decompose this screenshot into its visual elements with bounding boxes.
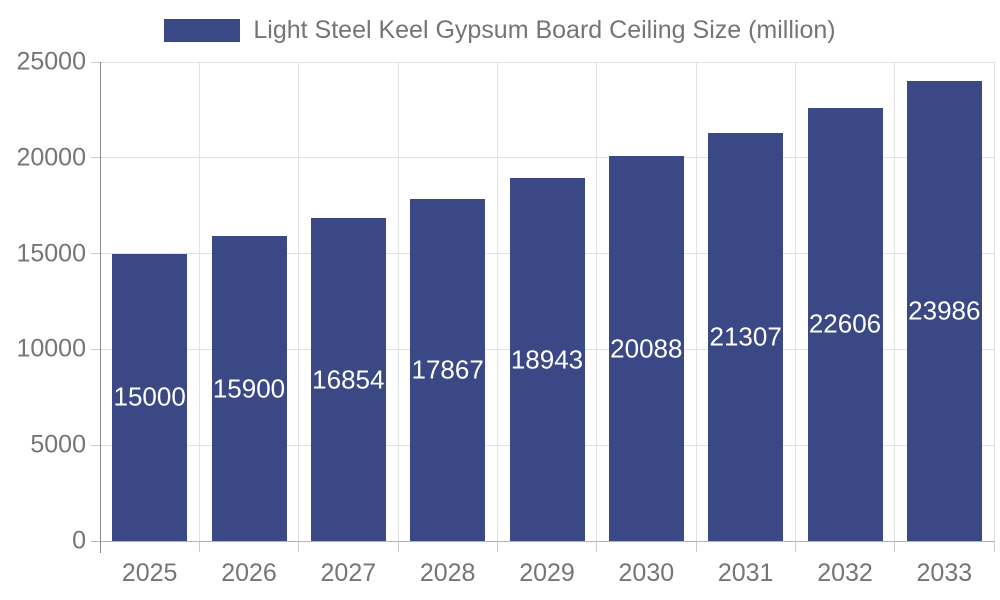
v-gridline [496,62,498,541]
v-gridline [198,62,200,541]
bar [510,178,585,541]
bar [410,198,485,541]
legend-item[interactable]: Light Steel Keel Gypsum Board Ceiling Si… [0,16,1000,44]
bar [808,107,883,541]
bar-value-label: 15900 [212,373,286,404]
y-axis-label: 10000 [16,334,86,363]
x-tick [993,541,995,552]
x-axis-label: 2028 [419,559,476,587]
x-tick [794,541,796,552]
bar-value-label: 15000 [113,381,186,412]
x-axis-label: 2027 [320,559,377,587]
bar-value-label: 18943 [510,344,584,375]
bar-value-label: 22606 [808,308,882,339]
x-tick [496,541,498,552]
x-tick [894,541,896,552]
x-axis-label: 2026 [221,559,277,587]
x-axis-label: 2029 [519,559,575,587]
h-gridline [100,61,994,63]
v-gridline [695,62,697,541]
y-tick [91,61,100,63]
v-gridline [298,62,300,541]
h-gridline [100,157,994,159]
v-gridline [993,62,995,541]
x-axis-label: 2025 [121,559,178,587]
y-tick [91,444,100,446]
x-tick [596,541,598,552]
x-tick [397,541,399,552]
x-tick [695,541,697,552]
y-axis-label: 25000 [16,47,86,76]
x-axis-line [91,540,994,542]
bar [112,253,187,541]
y-axis-label: 15000 [16,239,86,268]
v-gridline [596,62,598,541]
bar-value-label: 23986 [908,295,981,326]
x-axis-label: 2030 [618,559,675,587]
legend-swatch [164,18,241,42]
x-axis-label: 2032 [817,559,873,587]
bar [311,218,386,541]
bar [609,156,684,541]
bar [708,132,783,541]
y-axis-line [99,62,101,553]
bar [212,236,287,541]
bar-value-label: 20088 [610,333,683,364]
bar-value-label: 16854 [312,364,385,395]
x-axis-label: 2031 [717,559,774,587]
legend-label: Light Steel Keel Gypsum Board Ceiling Si… [253,16,836,44]
v-gridline [894,62,896,541]
bar-value-label: 17867 [411,354,484,385]
bar [907,81,982,541]
y-tick [91,253,100,255]
y-axis-label: 5000 [30,430,86,459]
y-tick [91,348,100,350]
v-gridline [397,62,399,541]
v-gridline [794,62,796,541]
x-tick [198,541,200,552]
x-axis-label: 2033 [916,559,973,587]
bar-value-label: 21307 [709,321,782,352]
y-axis-label: 0 [72,526,86,555]
y-axis-label: 20000 [16,143,86,172]
y-tick [91,157,100,159]
x-tick [298,541,300,552]
